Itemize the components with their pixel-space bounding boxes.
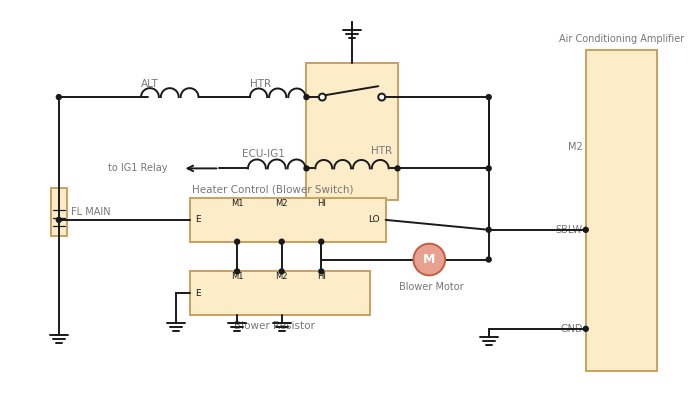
Bar — [51, 188, 66, 236]
Circle shape — [57, 217, 62, 222]
Text: SBLW: SBLW — [556, 225, 583, 235]
Text: ALT: ALT — [141, 79, 159, 89]
Circle shape — [304, 166, 309, 171]
Text: HI: HI — [317, 199, 326, 208]
Bar — [586, 50, 657, 372]
Bar — [190, 198, 386, 242]
Circle shape — [486, 257, 491, 262]
Text: Heater Control (Blower Switch): Heater Control (Blower Switch) — [192, 184, 353, 194]
Text: HTR: HTR — [370, 146, 391, 156]
Text: E: E — [195, 215, 201, 224]
Circle shape — [57, 94, 62, 99]
Text: E: E — [195, 289, 201, 298]
Circle shape — [378, 94, 385, 101]
Circle shape — [583, 326, 588, 331]
Text: HI: HI — [317, 272, 326, 281]
Circle shape — [583, 227, 588, 232]
Text: Blower Motor: Blower Motor — [399, 282, 463, 292]
Circle shape — [318, 94, 326, 101]
Text: M1: M1 — [231, 272, 244, 281]
Circle shape — [279, 269, 284, 274]
Circle shape — [414, 244, 445, 275]
Text: GND: GND — [560, 324, 583, 334]
Text: Blower Resistor: Blower Resistor — [234, 321, 315, 331]
Circle shape — [486, 227, 491, 232]
Circle shape — [234, 239, 239, 244]
Circle shape — [486, 166, 491, 171]
Text: M1: M1 — [231, 199, 244, 208]
Text: M2: M2 — [275, 199, 288, 208]
Bar — [190, 271, 370, 315]
Text: ECU-IG1: ECU-IG1 — [242, 150, 286, 160]
Circle shape — [318, 239, 324, 244]
Text: M2: M2 — [275, 272, 288, 281]
Text: HTR: HTR — [251, 79, 272, 89]
Text: to IG1 Relay: to IG1 Relay — [108, 163, 168, 173]
Text: LO: LO — [368, 215, 379, 224]
Circle shape — [395, 166, 400, 171]
Text: M2: M2 — [568, 142, 583, 152]
Circle shape — [304, 94, 309, 99]
Text: M: M — [423, 253, 435, 266]
Bar — [307, 64, 398, 200]
Circle shape — [234, 269, 239, 274]
Circle shape — [318, 269, 324, 274]
Text: FL MAIN: FL MAIN — [71, 207, 111, 217]
Text: Air Conditioning Amplifier: Air Conditioning Amplifier — [559, 33, 684, 43]
Circle shape — [486, 94, 491, 99]
Circle shape — [279, 239, 284, 244]
